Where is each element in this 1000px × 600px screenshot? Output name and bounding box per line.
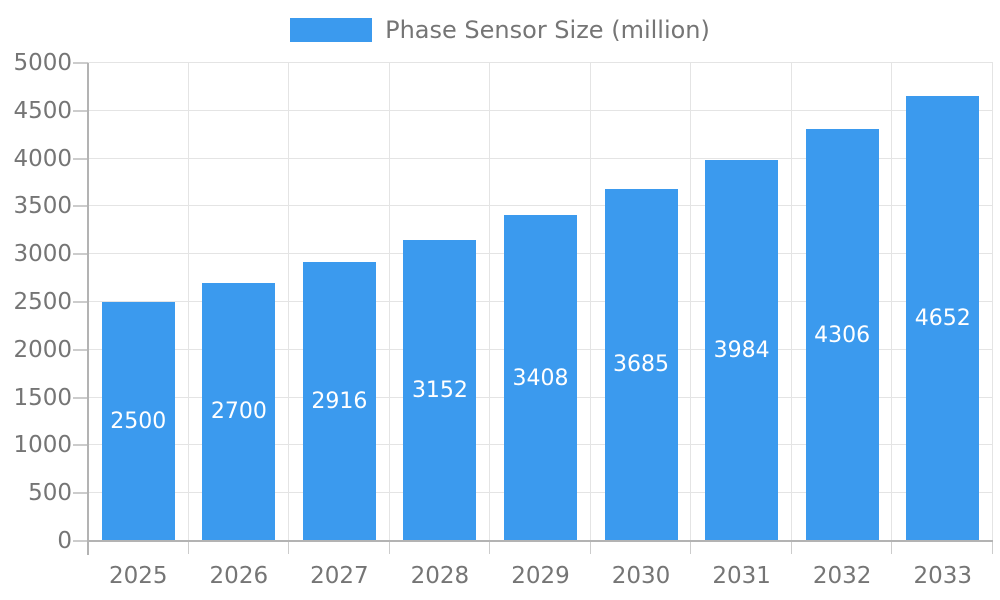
x-axis-line (88, 540, 993, 542)
x-axis-tick (790, 541, 792, 554)
bar: 4306 (805, 129, 879, 541)
grid-line-vertical (589, 63, 591, 541)
bar-value-label: 2500 (110, 409, 167, 434)
bar-value-label: 3984 (713, 338, 770, 364)
bar-value-label: 4652 (914, 306, 971, 332)
x-axis-label: 2030 (611, 563, 671, 589)
y-axis-label: 4500 (13, 97, 72, 124)
y-axis-tick (73, 492, 88, 495)
x-axis-tick (690, 541, 692, 554)
grid-line-horizontal (88, 109, 993, 111)
y-axis-tick (73, 301, 88, 303)
y-axis-tick (73, 396, 88, 399)
grid-line-vertical (690, 63, 692, 541)
y-axis-label: 5000 (13, 50, 72, 76)
bar-value-label: 2916 (311, 389, 368, 415)
x-axis-tick (288, 541, 290, 554)
bar: 4652 (906, 96, 980, 541)
y-axis-label: 500 (28, 480, 72, 507)
y-axis-tick (73, 348, 88, 351)
x-axis-label: 2026 (209, 563, 269, 589)
bar: 3984 (705, 160, 779, 541)
bar: 2500 (101, 302, 175, 541)
grid-line-vertical (790, 63, 792, 541)
bar-value-label: 2700 (210, 399, 267, 425)
x-axis-tick (187, 541, 189, 554)
y-axis-tick (73, 444, 88, 447)
y-axis-label: 4000 (13, 145, 72, 172)
grid-line-vertical (187, 63, 189, 541)
x-axis-tick (992, 541, 993, 554)
bar: 2700 (202, 282, 276, 541)
y-axis-tick (73, 109, 88, 112)
y-axis-tick (73, 157, 88, 160)
x-axis-tick (388, 541, 390, 554)
legend-label: Phase Sensor Size (million) (385, 16, 710, 44)
y-axis-tick (73, 253, 88, 256)
grid-line-vertical (388, 63, 390, 541)
y-axis-line (87, 63, 89, 555)
x-axis-label: 2032 (812, 563, 872, 589)
grid-line-vertical (288, 63, 290, 541)
y-axis-label: 2000 (13, 336, 72, 363)
x-axis-label: 2027 (310, 563, 369, 589)
grid-line-vertical (489, 63, 491, 541)
y-axis-label: 3000 (13, 241, 72, 268)
x-axis-label: 2028 (410, 563, 470, 589)
y-axis-label: 3500 (13, 193, 72, 220)
y-axis-label: 2500 (13, 289, 72, 315)
x-axis-tick (589, 541, 591, 554)
grid-line-horizontal (88, 62, 993, 63)
grid-line-vertical (992, 63, 993, 541)
grid-line-horizontal (88, 205, 993, 207)
bar: 2916 (302, 262, 376, 541)
x-axis-tick (489, 541, 491, 554)
legend-swatch (290, 18, 373, 42)
x-axis-label: 2031 (712, 563, 771, 589)
x-axis-tick (891, 541, 893, 554)
y-axis-label: 1500 (13, 384, 72, 411)
y-axis-label: 1000 (13, 432, 72, 459)
chart-legend[interactable]: Phase Sensor Size (million) (0, 16, 1000, 44)
x-axis-label: 2025 (109, 563, 168, 589)
y-axis-tick (73, 62, 88, 64)
bar-value-label: 3685 (613, 352, 670, 378)
x-axis-label: 2029 (511, 563, 570, 589)
bar: 3408 (504, 215, 577, 541)
y-axis-tick (73, 205, 88, 208)
bar-value-label: 4306 (814, 322, 871, 348)
bar: 3152 (403, 239, 477, 541)
bar: 3685 (604, 188, 678, 541)
bar-value-label: 3408 (512, 365, 569, 391)
grid-line-horizontal (88, 157, 993, 159)
y-axis-label: 0 (57, 528, 72, 554)
x-axis-label: 2033 (913, 563, 972, 589)
y-axis-tick (73, 540, 88, 542)
bar-value-label: 3152 (411, 377, 468, 403)
grid-line-vertical (891, 63, 893, 541)
